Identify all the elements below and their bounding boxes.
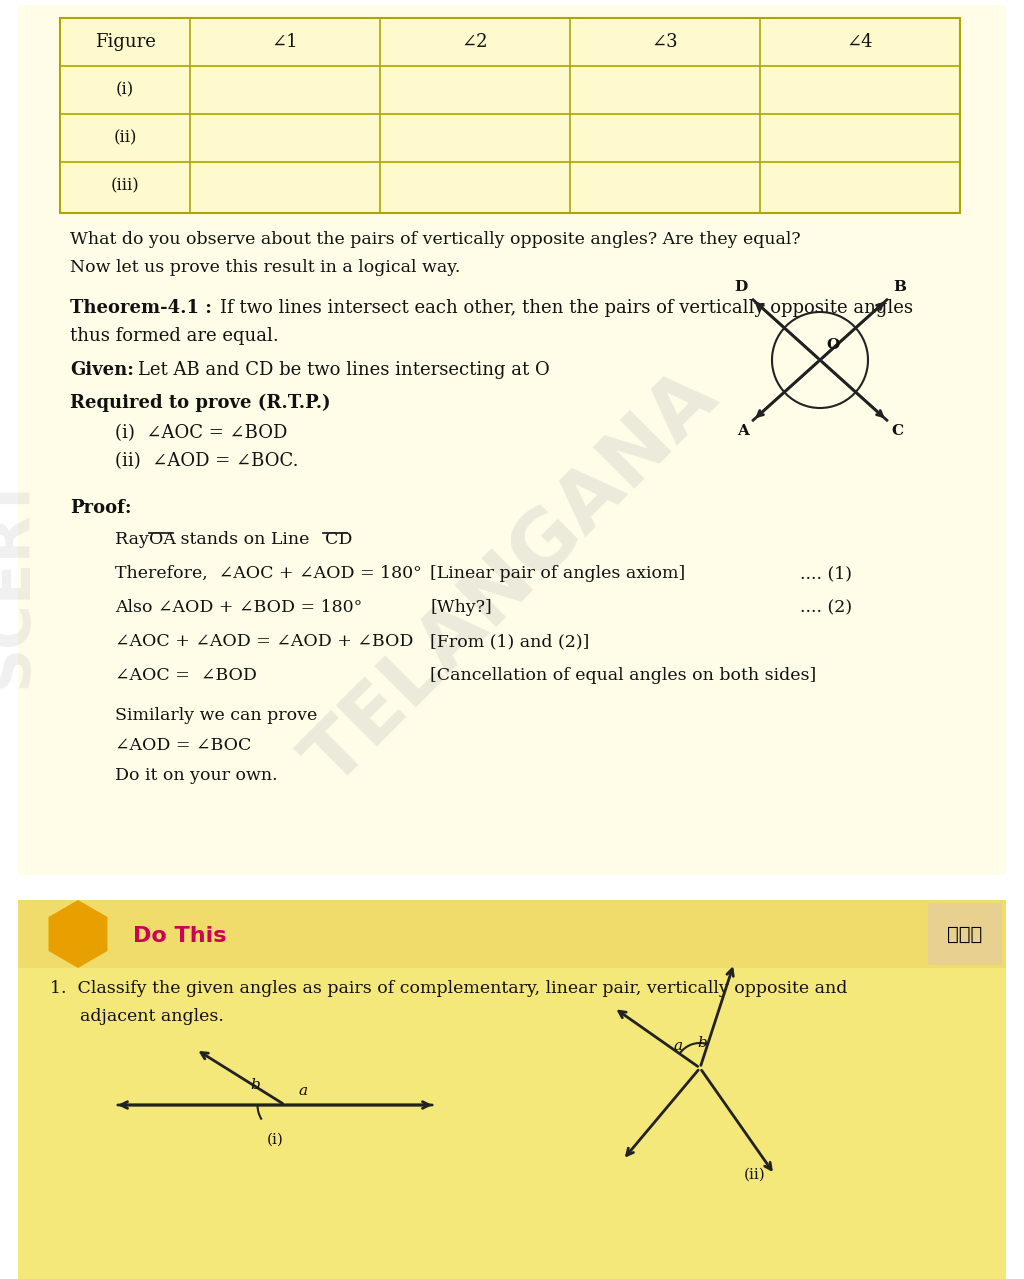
Text: ∠AOD = ∠BOC: ∠AOD = ∠BOC: [115, 737, 251, 755]
Text: .... (2): .... (2): [800, 599, 852, 616]
Text: Theorem-4.1 :: Theorem-4.1 :: [70, 299, 212, 317]
Text: D: D: [734, 280, 748, 294]
Bar: [60, 18, 961, 214]
Text: What do you observe about the pairs of vertically opposite angles? Are they equa: What do you observe about the pairs of v…: [70, 231, 801, 248]
Text: CD: CD: [325, 531, 352, 547]
Text: [Why?]: [Why?]: [430, 599, 492, 616]
Text: Now let us prove this result in a logical way.: Now let us prove this result in a logica…: [70, 260, 461, 276]
Text: OA: OA: [150, 531, 176, 547]
Text: a: a: [298, 1085, 307, 1097]
Text: O: O: [826, 338, 840, 352]
Text: Figure: Figure: [94, 33, 156, 51]
Text: stands on Line: stands on Line: [175, 531, 314, 547]
Text: B: B: [893, 280, 906, 294]
Text: [Linear pair of angles axiom]: [Linear pair of angles axiom]: [430, 565, 685, 582]
Bar: [18, 900, 1006, 968]
Text: Similarly we can prove: Similarly we can prove: [115, 707, 317, 724]
Text: (i): (i): [116, 82, 134, 98]
Bar: [18, 900, 1006, 1279]
Text: 1.  Classify the given angles as pairs of complementary, linear pair, vertically: 1. Classify the given angles as pairs of…: [50, 980, 848, 998]
Text: (i)  ∠AOC = ∠BOD: (i) ∠AOC = ∠BOD: [115, 425, 288, 443]
Text: If two lines intersect each other, then the pairs of vertically opposite angles: If two lines intersect each other, then …: [220, 299, 913, 317]
Text: a: a: [674, 1039, 683, 1053]
Text: (ii): (ii): [114, 129, 137, 147]
Text: b: b: [697, 1036, 707, 1050]
Text: (i): (i): [266, 1133, 284, 1147]
Polygon shape: [48, 900, 108, 968]
Text: Ray: Ray: [115, 531, 155, 547]
Text: ∠1: ∠1: [271, 33, 298, 51]
Text: (iii): (iii): [111, 178, 139, 194]
Text: Do it on your own.: Do it on your own.: [115, 767, 278, 784]
Bar: [18, 5, 1006, 875]
Text: Required to prove (R.T.P.): Required to prove (R.T.P.): [70, 394, 331, 412]
Text: Let AB and CD be two lines intersecting at O: Let AB and CD be two lines intersecting …: [138, 361, 550, 379]
Text: A: A: [737, 425, 750, 439]
Text: adjacent angles.: adjacent angles.: [80, 1008, 224, 1024]
Bar: [60, 18, 961, 214]
Text: ∠AOC =  ∠BOD: ∠AOC = ∠BOD: [115, 668, 257, 684]
FancyBboxPatch shape: [928, 903, 1002, 964]
Text: C: C: [891, 425, 903, 439]
Text: b: b: [250, 1078, 260, 1092]
Text: (ii): (ii): [744, 1168, 766, 1182]
Text: [From (1) and (2)]: [From (1) and (2)]: [430, 633, 590, 650]
Text: Also ∠AOD + ∠BOD = 180°: Also ∠AOD + ∠BOD = 180°: [115, 599, 362, 616]
Text: Proof:: Proof:: [70, 499, 131, 517]
Text: [Cancellation of equal angles on both sides]: [Cancellation of equal angles on both si…: [430, 668, 816, 684]
Text: Therefore,  ∠AOC + ∠AOD = 180°: Therefore, ∠AOC + ∠AOD = 180°: [115, 565, 422, 582]
Text: thus formed are equal.: thus formed are equal.: [70, 327, 279, 345]
Text: Do This: Do This: [133, 926, 226, 946]
Text: ∠AOC + ∠AOD = ∠AOD + ∠BOD: ∠AOC + ∠AOD = ∠AOD + ∠BOD: [115, 633, 414, 650]
Text: .... (1): .... (1): [800, 565, 852, 582]
Text: 🧑‍🤝‍🧑: 🧑‍🤝‍🧑: [947, 925, 983, 944]
Text: (ii)  ∠AOD = ∠BOC.: (ii) ∠AOD = ∠BOC.: [115, 451, 299, 469]
Text: TELANGANA: TELANGANA: [291, 358, 733, 802]
Text: ∠2: ∠2: [462, 33, 488, 51]
Text: ∠3: ∠3: [651, 33, 678, 51]
Text: SCERT: SCERT: [0, 472, 40, 688]
Text: Given:: Given:: [70, 361, 134, 379]
Text: ∠4: ∠4: [847, 33, 873, 51]
